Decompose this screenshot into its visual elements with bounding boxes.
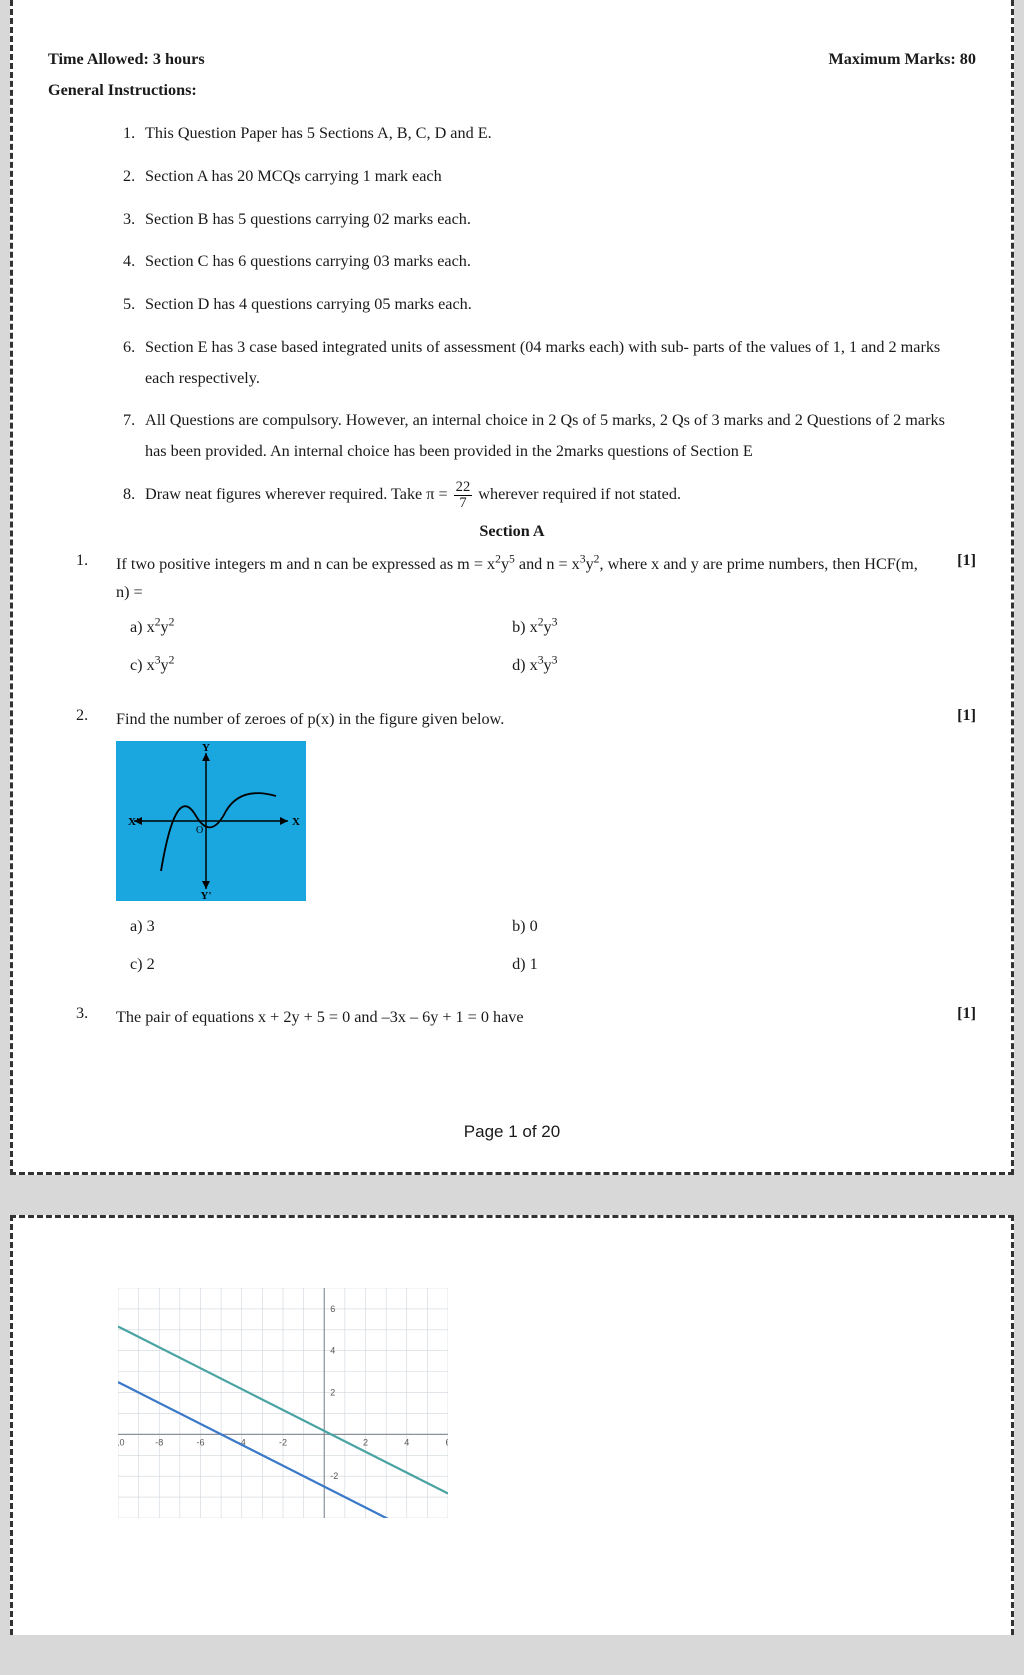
q-text: The pair of equations x + 2y + 5 = 0 and… — [116, 1008, 524, 1026]
question-body: The pair of equations x + 2y + 5 = 0 and… — [116, 1004, 926, 1032]
question-1: 1. If two positive integers m and n can … — [48, 551, 976, 699]
svg-text:4: 4 — [404, 1437, 409, 1447]
superscript: 3 — [552, 654, 558, 667]
question-number: 2. — [48, 706, 116, 999]
question-number: 1. — [48, 551, 116, 699]
fraction-den: 7 — [454, 496, 473, 511]
q3-graph-svg: -10-8-6-4-2246-2246 — [118, 1288, 448, 1518]
header-row: Time Allowed: 3 hours Maximum Marks: 80 — [48, 50, 976, 69]
instruction-item: 6.Section E has 3 case based integrated … — [123, 332, 956, 394]
option-c: c) 2 — [130, 951, 512, 979]
instruction-item: 3.Section B has 5 questions carrying 02 … — [123, 204, 956, 235]
question-body: If two positive integers m and n can be … — [116, 551, 926, 699]
question-marks: [1] — [926, 551, 976, 699]
instruction-text-prefix: Draw neat figures wherever required. Tak… — [145, 485, 452, 503]
instruction-text: Section B has 5 questions carrying 02 ma… — [145, 204, 471, 235]
instruction-text-suffix: wherever required if not stated. — [474, 485, 681, 503]
option-b: b) x2y3 — [512, 614, 894, 642]
instruction-text: Section D has 4 questions carrying 05 ma… — [145, 289, 472, 320]
q-text: y — [586, 555, 594, 573]
option-a: a) 3 — [130, 913, 512, 941]
opt-text: a) x — [130, 618, 155, 636]
question-2: 2. Find the number of zeroes of p(x) in … — [48, 706, 976, 999]
option-d: d) 1 — [512, 951, 894, 979]
page-1: Time Allowed: 3 hours Maximum Marks: 80 … — [10, 0, 1014, 1175]
superscript: 3 — [552, 616, 558, 629]
instruction-item: 8. Draw neat figures wherever required. … — [123, 479, 956, 510]
opt-text: y — [544, 618, 552, 636]
page-number: Page 1 of 20 — [48, 1122, 976, 1142]
svg-text:-2: -2 — [330, 1471, 338, 1481]
q-text: y — [501, 555, 509, 573]
option-d: d) x3y3 — [512, 652, 894, 680]
question-marks: [1] — [926, 706, 976, 999]
svg-text:2: 2 — [363, 1437, 368, 1447]
question-marks: [1] — [926, 1004, 976, 1032]
svg-text:Y: Y — [202, 742, 210, 754]
svg-text:O: O — [196, 825, 203, 836]
instruction-item: 1.This Question Paper has 5 Sections A, … — [123, 118, 956, 149]
opt-text: c) x — [130, 656, 155, 674]
svg-text:6: 6 — [445, 1437, 448, 1447]
svg-text:Y': Y' — [201, 890, 212, 901]
time-allowed: Time Allowed: 3 hours — [48, 50, 205, 69]
instruction-item: 4.Section C has 6 questions carrying 03 … — [123, 246, 956, 277]
question-number: 3. — [48, 1004, 116, 1032]
opt-text: y — [161, 618, 169, 636]
svg-text:-2: -2 — [279, 1437, 287, 1447]
svg-text:2: 2 — [330, 1387, 335, 1397]
q2-graph-svg: Y Y' X' X O — [116, 741, 306, 901]
svg-text:-10: -10 — [118, 1437, 125, 1447]
instruction-item: 2.Section A has 20 MCQs carrying 1 mark … — [123, 161, 956, 192]
option-c: c) x3y2 — [130, 652, 512, 680]
instruction-text: All Questions are compulsory. However, a… — [145, 405, 956, 467]
superscript: 2 — [169, 616, 175, 629]
question-body: Find the number of zeroes of p(x) in the… — [116, 706, 926, 999]
options: a) 3 b) 0 c) 2 d) 1 — [130, 913, 926, 988]
opt-text: d) x — [512, 656, 538, 674]
fraction-num: 22 — [454, 480, 473, 496]
q-text: If two positive integers m and n can be … — [116, 555, 495, 573]
superscript: 2 — [169, 654, 175, 667]
opt-text: y — [161, 656, 169, 674]
q-text: and n = x — [515, 555, 580, 573]
option-b: b) 0 — [512, 913, 894, 941]
svg-text:X: X — [292, 816, 300, 828]
svg-text:-6: -6 — [196, 1437, 204, 1447]
question-3: 3. The pair of equations x + 2y + 5 = 0 … — [48, 1004, 976, 1032]
instruction-item: 7.All Questions are compulsory. However,… — [123, 405, 956, 467]
svg-text:4: 4 — [330, 1345, 335, 1355]
q-text: Find the number of zeroes of p(x) in the… — [116, 710, 504, 728]
svg-text:6: 6 — [330, 1304, 335, 1314]
page-2: -10-8-6-4-2246-2246 — [10, 1215, 1014, 1635]
option-a: a) x2y2 — [130, 614, 512, 642]
max-marks: Maximum Marks: 80 — [829, 50, 976, 69]
instruction-text: Section E has 3 case based integrated un… — [145, 332, 956, 394]
svg-text:X': X' — [128, 816, 139, 828]
instruction-text: Section A has 20 MCQs carrying 1 mark ea… — [145, 161, 442, 192]
instruction-text: Draw neat figures wherever required. Tak… — [145, 479, 681, 510]
instructions-title: General Instructions: — [48, 81, 976, 100]
pi-fraction: 227 — [454, 480, 473, 510]
instruction-item: 5.Section D has 4 questions carrying 05 … — [123, 289, 956, 320]
q3-graph: -10-8-6-4-2246-2246 — [118, 1288, 448, 1518]
instructions-list: 1.This Question Paper has 5 Sections A, … — [123, 118, 956, 510]
opt-text: y — [544, 656, 552, 674]
opt-text: b) x — [512, 618, 538, 636]
svg-text:-8: -8 — [155, 1437, 163, 1447]
q2-graph: Y Y' X' X O — [116, 741, 306, 901]
options: a) x2y2 b) x2y3 c) x3y2 d) x3y3 — [130, 614, 926, 689]
instruction-text: This Question Paper has 5 Sections A, B,… — [145, 118, 492, 149]
section-a-title: Section A — [48, 522, 976, 541]
instruction-text: Section C has 6 questions carrying 03 ma… — [145, 246, 471, 277]
